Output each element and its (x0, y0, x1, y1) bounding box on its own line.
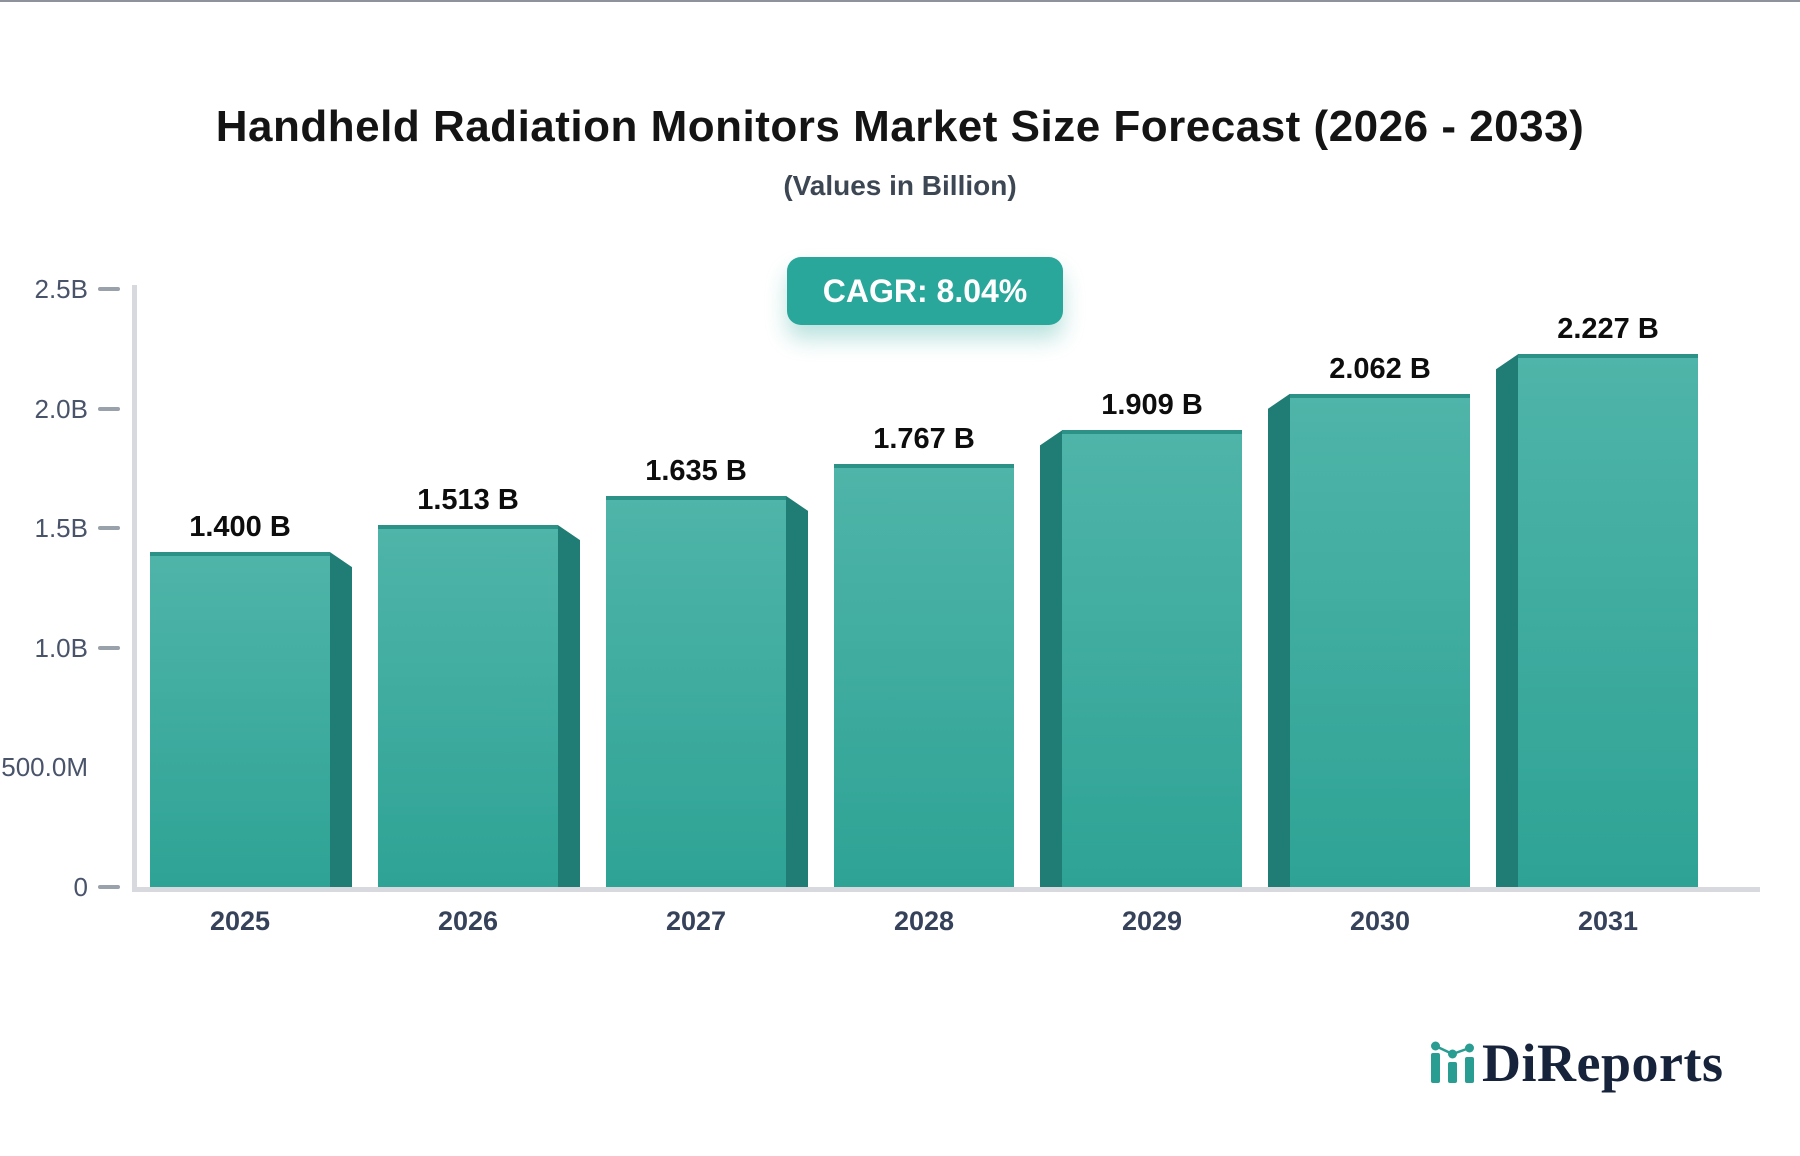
cagr-badge-label: CAGR: 8.04% (822, 272, 1028, 309)
bar-value-label-2026: 1.513 B (417, 484, 519, 517)
bar-value-label-2031: 2.227 B (1557, 313, 1659, 346)
x-tick-label-2027: 2027 (665, 906, 727, 936)
cagr-badge: CAGR: 8.04% (787, 257, 1063, 325)
y-tick-label: 0 (73, 872, 88, 902)
bar-2027-side-face (786, 495, 808, 887)
x-tick-label-2031: 2031 (1577, 906, 1639, 936)
bar-2025-side-face (330, 552, 352, 887)
y-tick-label: 500.0M (1, 752, 88, 783)
bar-2027 (606, 495, 786, 887)
y-tick-dash (98, 885, 120, 889)
chart-subtitle: (Values in Billion) (783, 170, 1017, 201)
y-tick-label: 2.5B (34, 274, 89, 304)
x-tick-label-2025: 2025 (209, 906, 271, 936)
bar-2029-side-face (1040, 430, 1062, 887)
bar-value-label-2025: 1.400 B (189, 511, 291, 544)
bar-2030 (1290, 393, 1470, 887)
x-tick-label-2030: 2030 (1349, 906, 1411, 936)
y-tick-dash (98, 645, 120, 650)
bar-2026 (378, 525, 558, 887)
x-tick-label-2028: 2028 (893, 906, 955, 936)
bar-2029 (1062, 430, 1242, 887)
y-tick-dash (98, 406, 120, 411)
bar-2026-side-face (558, 525, 580, 887)
x-tick-label-2026: 2026 (437, 906, 499, 936)
y-tick-label: 1.5B (34, 513, 89, 544)
brand-logo-text: DiReports (1482, 1033, 1724, 1093)
y-tick-label: 1.0B (34, 632, 89, 663)
bar-2028 (834, 464, 1014, 887)
y-tick-dash (98, 287, 120, 291)
y-tick-label: 2.0B (34, 393, 89, 424)
bar-value-label-2030: 2.062 B (1329, 352, 1431, 385)
bar-line-chart-icon (1431, 1041, 1474, 1083)
bar-value-label-2028: 1.767 B (873, 423, 975, 456)
bar-value-label-2029: 1.909 B (1101, 389, 1203, 422)
bar-2025 (150, 552, 330, 887)
bar-2031-side-face (1496, 354, 1518, 887)
chart-title: Handheld Radiation Monitors Market Size … (215, 102, 1585, 151)
bar-value-label-2027: 1.635 B (645, 454, 747, 487)
y-tick-dash (98, 526, 120, 531)
brand-logo: DiReports (1428, 1034, 1723, 1092)
x-axis-line (132, 887, 1760, 892)
x-tick-label-2029: 2029 (1121, 906, 1183, 936)
bar-2030-side-face (1268, 393, 1290, 887)
bar-2031 (1518, 354, 1698, 887)
y-axis-line (132, 285, 137, 892)
